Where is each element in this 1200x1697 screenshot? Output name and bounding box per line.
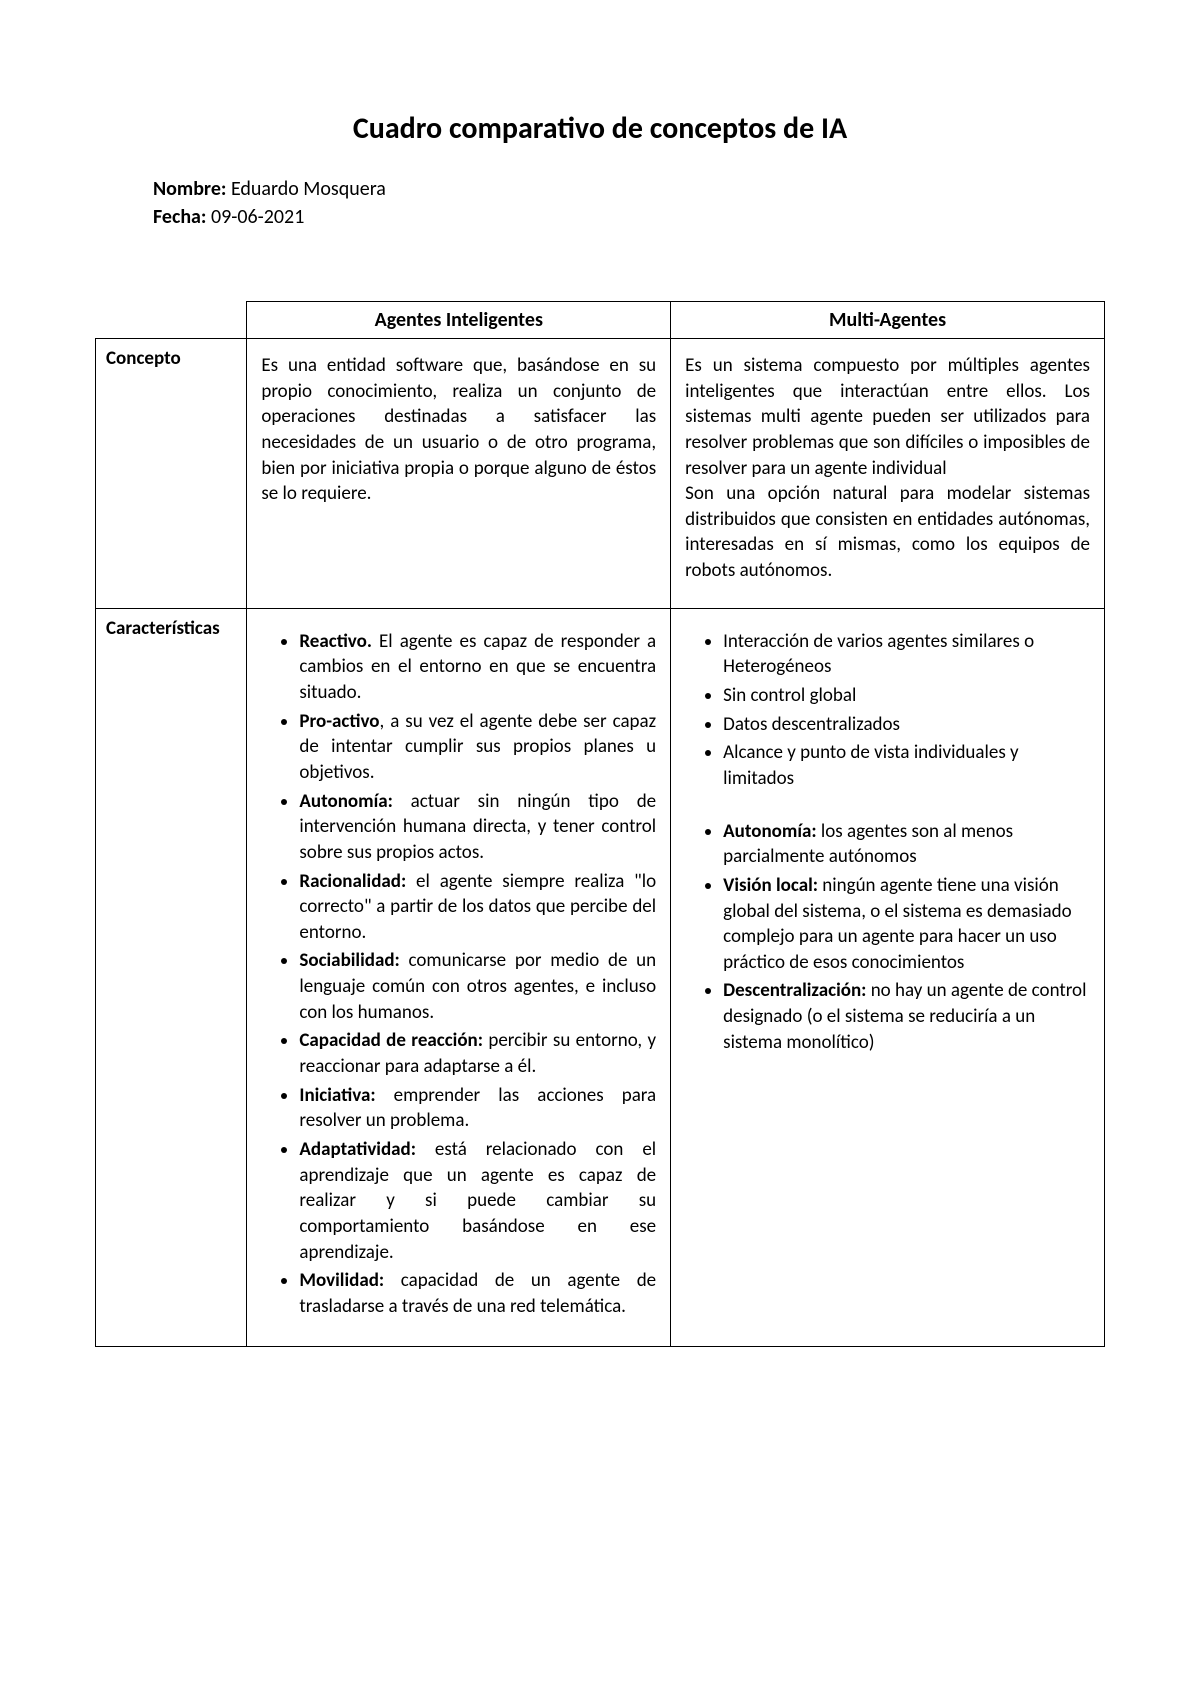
list-item-bold: Descentralización: (723, 979, 866, 1002)
list-item-bold: Sociabilidad: (299, 949, 399, 972)
list-item-text: Sin control global (723, 684, 856, 707)
concepto-ma-text: Es un sistema compuesto por múltiples ag… (685, 353, 1090, 584)
rowlabel-caracteristicas: Características (96, 608, 247, 1347)
list-item: Alcance y punto de vista individuales y … (723, 740, 1090, 791)
ma-characteristics-list-1: Interacción de varios agentes similares … (685, 629, 1090, 792)
list-item-bold: Autonomía: (723, 820, 816, 843)
rowlabel-concepto: Concepto (96, 339, 247, 609)
document-meta: Nombre: Eduardo Mosquera Fecha: 09-06-20… (153, 175, 1105, 231)
list-item: Capacidad de reacción: percibir su entor… (299, 1028, 656, 1079)
meta-fecha: Fecha: 09-06-2021 (153, 203, 1105, 231)
list-gap (685, 795, 1090, 813)
comparison-table: Agentes Inteligentes Multi-Agentes Conce… (95, 301, 1105, 1347)
list-item-bold: Adaptatividad: (299, 1138, 416, 1161)
list-item-bold: Reactivo. (299, 630, 372, 653)
ma-characteristics-list-2: Autonomía: los agentes son al menos parc… (685, 819, 1090, 1056)
list-item: Descentralización: no hay un agente de c… (723, 978, 1090, 1055)
concepto-ma-line: Es un sistema compuesto por múltiples ag… (685, 353, 1090, 481)
list-item: Adaptatividad: está relacionado con el a… (299, 1137, 656, 1265)
list-item-text: Alcance y punto de vista individuales y … (723, 741, 1019, 790)
nombre-value: Eduardo Mosquera (231, 177, 386, 201)
corner-cell (96, 302, 247, 339)
fecha-label: Fecha: (153, 205, 206, 229)
list-item: Autonomía: los agentes son al menos parc… (723, 819, 1090, 870)
list-item: Movilidad: capacidad de un agente de tra… (299, 1268, 656, 1319)
header-agentes: Agentes Inteligentes (247, 302, 671, 339)
concepto-ma: Es un sistema compuesto por múltiples ag… (671, 339, 1105, 609)
row-caracteristicas: Características Reactivo. El agente es c… (96, 608, 1105, 1347)
fecha-value: 09-06-2021 (211, 205, 304, 229)
header-row: Agentes Inteligentes Multi-Agentes (96, 302, 1105, 339)
list-item-bold: Capacidad de reacción: (299, 1029, 483, 1052)
list-item-bold: Movilidad: (299, 1269, 384, 1292)
list-item-bold: Autonomía: (299, 790, 392, 813)
list-item-bold: Iniciativa: (299, 1084, 375, 1107)
list-item: Autonomía: actuar sin ningún tipo de int… (299, 789, 656, 866)
list-item-bold: Pro-activo (299, 710, 379, 733)
row-concepto: Concepto Es una entidad software que, ba… (96, 339, 1105, 609)
list-item: Racionalidad: el agente siempre realiza … (299, 869, 656, 946)
list-item: Visión local: ningún agente tiene una vi… (723, 873, 1090, 976)
concepto-ai: Es una entidad software que, basándose e… (247, 339, 671, 609)
list-item-bold: Racionalidad: (299, 870, 406, 893)
list-item-text: Datos descentralizados (723, 713, 900, 736)
caracteristicas-ai: Reactivo. El agente es capaz de responde… (247, 608, 671, 1347)
ai-characteristics-list: Reactivo. El agente es capaz de responde… (261, 629, 656, 1320)
list-item: Datos descentralizados (723, 712, 1090, 738)
document-title: Cuadro comparativo de conceptos de IA (95, 110, 1105, 147)
list-item-text: Interacción de varios agentes similares … (723, 630, 1034, 679)
caracteristicas-ma: Interacción de varios agentes similares … (671, 608, 1105, 1347)
list-item-bold: Visión local: (723, 874, 818, 897)
nombre-label: Nombre: (153, 177, 226, 201)
list-item: Reactivo. El agente es capaz de responde… (299, 629, 656, 706)
list-item: Iniciativa: emprender las acciones para … (299, 1083, 656, 1134)
header-multiagentes: Multi-Agentes (671, 302, 1105, 339)
list-item: Sin control global (723, 683, 1090, 709)
meta-nombre: Nombre: Eduardo Mosquera (153, 175, 1105, 203)
list-item: Sociabilidad: comunicarse por medio de u… (299, 948, 656, 1025)
list-item: Interacción de varios agentes similares … (723, 629, 1090, 680)
concepto-ma-line: Son una opción natural para modelar sist… (685, 481, 1090, 584)
document-page: Cuadro comparativo de conceptos de IA No… (0, 0, 1200, 1697)
concepto-ai-text: Es una entidad software que, basándose e… (261, 353, 656, 507)
list-item: Pro-activo, a su vez el agente debe ser … (299, 709, 656, 786)
